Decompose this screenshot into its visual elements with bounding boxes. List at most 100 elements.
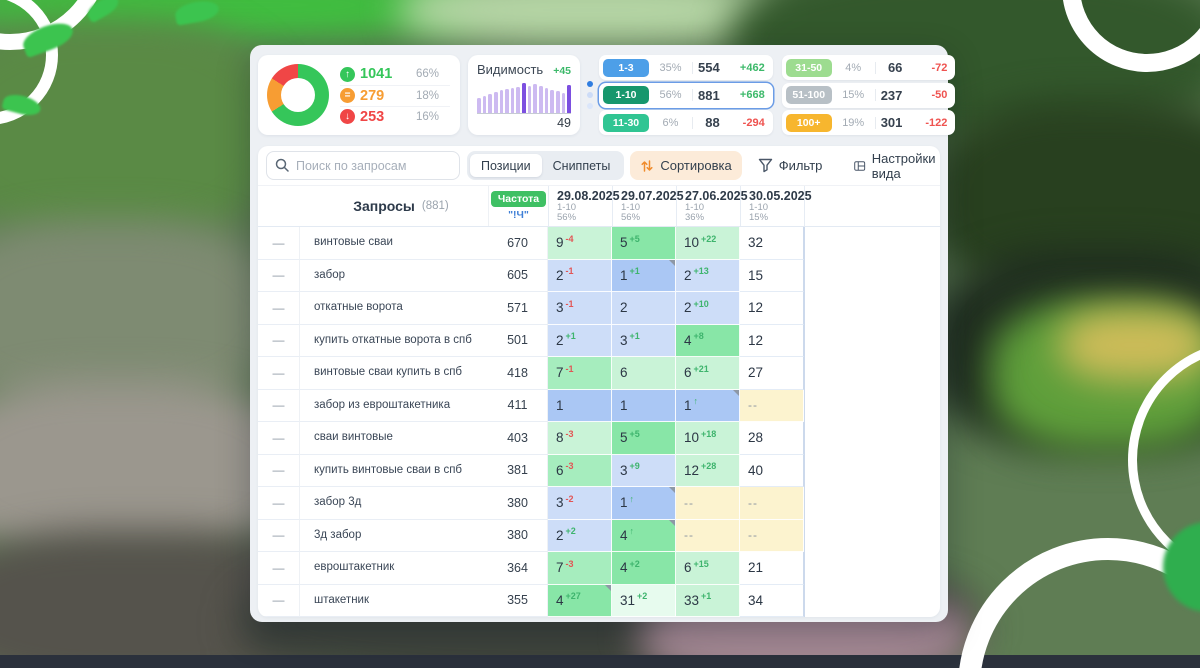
drag-handle[interactable]: — bbox=[258, 227, 300, 260]
drag-handle[interactable]: — bbox=[258, 584, 300, 617]
carousel-dot[interactable] bbox=[587, 92, 593, 98]
drag-handle[interactable]: — bbox=[258, 389, 300, 422]
position-cell[interactable]: 3 +9 bbox=[612, 454, 676, 487]
position-cell[interactable]: 4 +27 bbox=[548, 584, 612, 617]
query-cell[interactable]: 3д забор bbox=[300, 520, 488, 552]
bucket-100+[interactable]: 100+ 19% 301 -122 bbox=[781, 110, 956, 135]
queries-column-header[interactable]: Запросы (881) bbox=[300, 186, 488, 226]
drag-handle[interactable]: — bbox=[258, 259, 300, 292]
date-range-sub: 1-10 bbox=[685, 202, 705, 213]
position-cell[interactable]: 6 +15 bbox=[676, 552, 740, 585]
position-cell[interactable]: 2 -1 bbox=[548, 259, 612, 292]
position-cell[interactable]: -- bbox=[740, 389, 804, 422]
date-column-header[interactable]: 27.06.2025 1-10 36% bbox=[676, 186, 748, 226]
query-cell[interactable]: сваи винтовые bbox=[300, 422, 488, 455]
tab-positions[interactable]: Позиции bbox=[470, 154, 542, 177]
position-cell[interactable]: 32 bbox=[740, 227, 804, 260]
frequency-column-header[interactable]: Частота "!Ч" bbox=[488, 186, 548, 226]
position-cell[interactable]: -- bbox=[740, 519, 804, 552]
bucket-11-30[interactable]: 11-30 6% 88 -294 bbox=[599, 110, 773, 135]
drag-handle[interactable]: — bbox=[258, 292, 300, 325]
position-cell[interactable]: 31 +2 bbox=[612, 584, 676, 617]
query-cell[interactable]: евроштакетник bbox=[300, 552, 488, 585]
position-cell[interactable]: 2 +13 bbox=[676, 259, 740, 292]
position-cell[interactable]: 34 bbox=[740, 584, 804, 617]
position-cell[interactable]: 6 -3 bbox=[548, 454, 612, 487]
position-cell[interactable]: 1 ↑ bbox=[612, 487, 676, 520]
visibility-bar bbox=[522, 83, 526, 113]
position-cell[interactable]: 27 bbox=[740, 357, 804, 390]
position-cell[interactable]: 4 ↑ bbox=[612, 519, 676, 552]
bucket-1-3[interactable]: 1-3 35% 554 +462 bbox=[599, 55, 773, 80]
position-cell[interactable]: 2 +1 bbox=[548, 324, 612, 357]
position-cell[interactable]: 4 +8 bbox=[676, 324, 740, 357]
position-cell[interactable]: 5 +5 bbox=[612, 422, 676, 455]
tab-snippets[interactable]: Сниппеты bbox=[552, 158, 611, 173]
position-cell[interactable]: 2 bbox=[612, 292, 676, 325]
position-cell[interactable]: 5 +5 bbox=[612, 227, 676, 260]
position-cell[interactable]: -- bbox=[676, 519, 740, 552]
carousel-dot[interactable] bbox=[587, 103, 593, 109]
query-cell[interactable]: забор 3д bbox=[300, 487, 488, 520]
corner-marker bbox=[669, 259, 675, 266]
date-column-header[interactable]: 29.08.2025 1-10 56% bbox=[548, 186, 620, 226]
drag-handle[interactable]: — bbox=[258, 324, 300, 357]
bucket-51-100[interactable]: 51-100 15% 237 -50 bbox=[781, 82, 956, 108]
drag-handle[interactable]: — bbox=[258, 552, 300, 585]
position-cell[interactable]: 12 bbox=[740, 324, 804, 357]
position-cell[interactable]: 10 +18 bbox=[676, 422, 740, 455]
drag-handle[interactable]: — bbox=[258, 519, 300, 552]
position-cell[interactable]: 4 +2 bbox=[612, 552, 676, 585]
position-cell[interactable]: 1 ↑ bbox=[676, 389, 740, 422]
query-cell[interactable]: штакетник bbox=[300, 585, 488, 617]
bucket-1-10[interactable]: 1-10 56% 881 +668 bbox=[599, 82, 773, 108]
view-tabs: Позиции Сниппеты bbox=[467, 151, 625, 180]
sort-button[interactable]: Сортировка bbox=[630, 151, 742, 180]
position-cell[interactable]: 1 bbox=[612, 389, 676, 422]
drag-handle[interactable]: — bbox=[258, 454, 300, 487]
queries-count: (881) bbox=[421, 200, 449, 212]
query-cell[interactable]: забор из евроштакетника bbox=[300, 390, 488, 422]
position-cell[interactable]: 12 bbox=[740, 292, 804, 325]
position-cell[interactable]: 1 +1 bbox=[612, 259, 676, 292]
drag-handle[interactable]: — bbox=[258, 487, 300, 520]
query-cell[interactable]: купить винтовые сваи в спб bbox=[300, 455, 488, 487]
position-cell[interactable]: 3 +1 bbox=[612, 324, 676, 357]
position-cell[interactable]: 15 bbox=[740, 259, 804, 292]
carousel-dot[interactable] bbox=[587, 81, 593, 87]
carousel-dots[interactable] bbox=[587, 55, 593, 135]
date-column-header[interactable]: 30.05.2025 1-10 15% bbox=[740, 186, 812, 226]
date-column-header[interactable]: 29.07.2025 1-10 56% bbox=[612, 186, 684, 226]
position-cell[interactable]: 33 +1 bbox=[676, 584, 740, 617]
position-cell[interactable]: 7 -3 bbox=[548, 552, 612, 585]
position-cell[interactable]: 12 +28 bbox=[676, 454, 740, 487]
position-cell[interactable]: 6 +21 bbox=[676, 357, 740, 390]
filter-button[interactable]: Фильтр bbox=[748, 151, 833, 180]
position-cell[interactable]: -- bbox=[676, 487, 740, 520]
search-input[interactable] bbox=[266, 151, 460, 180]
position-cell[interactable]: 8 -3 bbox=[548, 422, 612, 455]
drag-handle[interactable]: — bbox=[258, 422, 300, 455]
query-cell[interactable]: забор bbox=[300, 260, 488, 292]
query-cell[interactable]: купить откатные ворота в спб bbox=[300, 325, 488, 357]
position-value: 10 bbox=[684, 235, 700, 251]
query-cell[interactable]: откатные ворота bbox=[300, 292, 488, 325]
position-cell[interactable]: 1 bbox=[548, 389, 612, 422]
position-cell[interactable]: 7 -1 bbox=[548, 357, 612, 390]
drag-handle[interactable]: — bbox=[258, 357, 300, 390]
position-cell[interactable]: 2 +2 bbox=[548, 519, 612, 552]
position-cell[interactable]: 6 bbox=[612, 357, 676, 390]
view-settings-button[interactable]: Настройки вида bbox=[844, 151, 940, 181]
query-cell[interactable]: винтовые сваи bbox=[300, 227, 488, 260]
position-cell[interactable]: 10 +22 bbox=[676, 227, 740, 260]
position-cell[interactable]: 21 bbox=[740, 552, 804, 585]
position-cell[interactable]: 2 +10 bbox=[676, 292, 740, 325]
position-cell[interactable]: -- bbox=[740, 487, 804, 520]
position-cell[interactable]: 3 -1 bbox=[548, 292, 612, 325]
query-cell[interactable]: винтовые сваи купить в спб bbox=[300, 357, 488, 390]
bucket-31-50[interactable]: 31-50 4% 66 -72 bbox=[781, 55, 956, 80]
position-cell[interactable]: 40 bbox=[740, 454, 804, 487]
position-cell[interactable]: 9 -4 bbox=[548, 227, 612, 260]
position-cell[interactable]: 28 bbox=[740, 422, 804, 455]
position-cell[interactable]: 3 -2 bbox=[548, 487, 612, 520]
